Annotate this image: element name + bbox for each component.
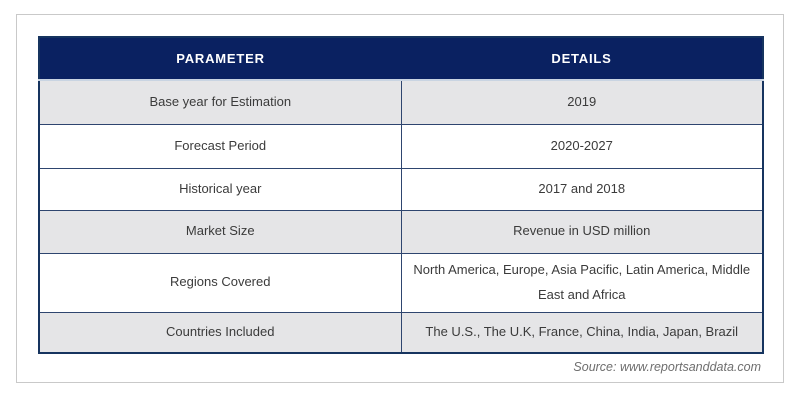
table-row: Market Size Revenue in USD million [38,209,764,254]
parameter-cell: Forecast Period [38,123,402,169]
table-row: Base year for Estimation 2019 [38,79,764,125]
details-cell: North America, Europe, Asia Pacific, Lat… [400,252,764,313]
table-row: Historical year 2017 and 2018 [38,167,764,211]
table-row: Countries Included The U.S., The U.K, Fr… [38,311,764,354]
parameter-cell: Regions Covered [38,252,402,313]
header-cell-parameter: PARAMETER [39,37,401,81]
details-cell: Revenue in USD million [400,209,764,254]
parameter-cell: Market Size [38,209,402,254]
parameter-cell: Countries Included [38,311,402,354]
parameter-cell: Base year for Estimation [38,79,402,125]
details-cell: 2017 and 2018 [400,167,764,211]
table-header-row: PARAMETER DETAILS [39,37,763,81]
parameters-table: PARAMETER DETAILS Base year for Estimati… [38,36,764,354]
parameter-cell: Historical year [38,167,402,211]
details-cell: The U.S., The U.K, France, China, India,… [400,311,764,354]
table-row: Forecast Period 2020-2027 [38,123,764,169]
table-row: Regions Covered North America, Europe, A… [38,252,764,313]
source-attribution: Source: www.reportsanddata.com [573,360,761,374]
details-cell: 2019 [400,79,764,125]
header-cell-details: DETAILS [401,37,763,81]
report-card: PARAMETER DETAILS Base year for Estimati… [16,14,784,383]
details-cell: 2020-2027 [400,123,764,169]
